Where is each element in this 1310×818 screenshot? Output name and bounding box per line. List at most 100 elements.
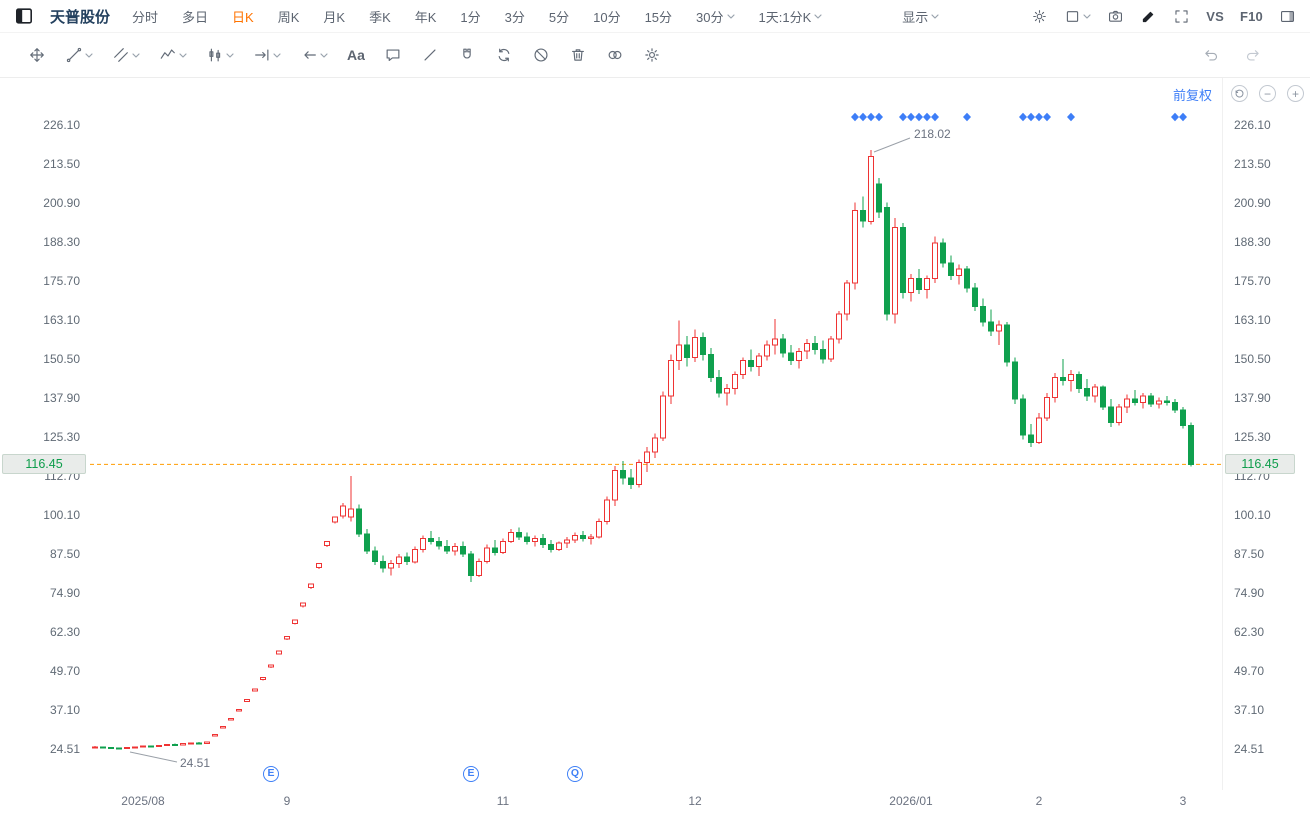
menu-item-label: 30分 bbox=[696, 9, 724, 25]
menu-item-15分[interactable]: 15分 bbox=[645, 7, 672, 26]
y-axis-tick: 213.50 bbox=[43, 157, 80, 171]
menu-item-年K[interactable]: 年K bbox=[415, 7, 437, 26]
y-axis-tick: 137.90 bbox=[1234, 391, 1271, 405]
reset-zoom-button[interactable] bbox=[1231, 85, 1248, 102]
event-marker-badge[interactable]: Q bbox=[567, 766, 583, 782]
pattern-tool-button[interactable] bbox=[206, 46, 234, 64]
channel-tool-button[interactable] bbox=[112, 46, 140, 64]
panel-right-button[interactable] bbox=[1279, 8, 1296, 25]
x-axis-tick: 2 bbox=[1035, 794, 1043, 808]
layout-button[interactable] bbox=[1064, 8, 1091, 25]
f10-button[interactable]: F10 bbox=[1239, 8, 1263, 24]
redo-button[interactable] bbox=[1244, 46, 1262, 64]
y-axis-tick: 87.50 bbox=[49, 547, 80, 561]
menu-item-30分[interactable]: 30分 bbox=[696, 7, 735, 26]
chevron-down-icon bbox=[726, 13, 735, 19]
menu-item-分时[interactable]: 分时 bbox=[132, 7, 158, 26]
menu-item-3分[interactable]: 3分 bbox=[505, 7, 525, 26]
magnet-tool-button[interactable] bbox=[458, 46, 476, 64]
redo-icon bbox=[1247, 50, 1259, 61]
measure-tool-button[interactable] bbox=[253, 46, 281, 64]
y-axis-tick: 74.90 bbox=[49, 586, 80, 600]
menu-item-多日[interactable]: 多日 bbox=[182, 7, 208, 26]
trendline-tool-button[interactable] bbox=[65, 46, 93, 64]
y-axis-tick: 163.10 bbox=[1234, 313, 1271, 327]
menu-item-label: 周K bbox=[277, 9, 300, 25]
y-axis-tick: 62.30 bbox=[1234, 625, 1265, 639]
menu-item-1分[interactable]: 1分 bbox=[460, 7, 480, 26]
zoom-out-button[interactable]: − bbox=[1259, 85, 1276, 102]
fullscreen-button[interactable] bbox=[1173, 8, 1190, 25]
right-price-axis[interactable] bbox=[1222, 78, 1310, 790]
undo-button[interactable] bbox=[1202, 46, 1220, 64]
candlestick-plot[interactable] bbox=[90, 78, 1222, 790]
history-buttons bbox=[1202, 46, 1282, 64]
y-axis-tick: 37.10 bbox=[1234, 703, 1265, 717]
menu-item-5分[interactable]: 5分 bbox=[549, 7, 569, 26]
wave-tool-button[interactable] bbox=[159, 46, 187, 64]
drawing-tools: Aa bbox=[28, 46, 661, 64]
event-marker-badge[interactable]: E bbox=[463, 766, 479, 782]
trash-tool-button[interactable] bbox=[569, 46, 587, 64]
menu-item-周K[interactable]: 周K bbox=[278, 7, 300, 26]
x-axis-tick: 9 bbox=[283, 794, 291, 808]
y-axis-tick: 188.30 bbox=[43, 235, 80, 249]
x-axis-tick: 2026/01 bbox=[889, 794, 933, 808]
menu-item-label: 3分 bbox=[504, 9, 525, 25]
reset-zoom-icon bbox=[1235, 89, 1244, 98]
y-axis-tick: 100.10 bbox=[1234, 508, 1271, 522]
slash-tool-button[interactable] bbox=[421, 46, 439, 64]
low-price-annotation: 24.51 bbox=[180, 756, 211, 770]
hide-icon bbox=[534, 48, 548, 62]
trendline-icon bbox=[66, 47, 82, 63]
text-tool-button[interactable]: Aa bbox=[347, 47, 365, 63]
menu-item-10分[interactable]: 10分 bbox=[593, 7, 620, 26]
y-axis-tick: 49.70 bbox=[1234, 664, 1265, 678]
y-axis-tick: 200.90 bbox=[43, 196, 80, 210]
move-tool-button[interactable] bbox=[28, 46, 46, 64]
camera-button[interactable] bbox=[1107, 8, 1124, 25]
y-axis-tick: 163.10 bbox=[43, 313, 80, 327]
menu-item-日K[interactable]: 日K bbox=[232, 7, 254, 26]
settings-tool-button[interactable] bbox=[643, 46, 661, 64]
pencil-button[interactable] bbox=[1140, 8, 1157, 25]
vs-button[interactable]: VS bbox=[1206, 8, 1224, 24]
hide-tool-button[interactable] bbox=[532, 46, 550, 64]
chevron-down-icon bbox=[132, 52, 140, 58]
measure-icon bbox=[255, 49, 269, 61]
x-axis-tick: 2025/08 bbox=[121, 794, 165, 808]
y-axis-tick: 62.30 bbox=[49, 625, 80, 639]
zoom-controls: − + bbox=[1231, 85, 1304, 102]
y-axis-tick: 125.30 bbox=[43, 430, 80, 444]
menu-item-月K[interactable]: 月K bbox=[323, 7, 345, 26]
y-axis-tick: 49.70 bbox=[49, 664, 80, 678]
gear-button[interactable] bbox=[1031, 8, 1048, 25]
menu-item-1天:1分K[interactable]: 1天:1分K bbox=[759, 7, 823, 26]
zoom-in-button[interactable]: + bbox=[1287, 85, 1304, 102]
top-toolbar: 天普股份 分时 多日 日K 周K 月K 季K 年K 1分 3分 5分 10分 15分 30分 1天:1分K… bbox=[0, 0, 1310, 33]
window-layout-button[interactable] bbox=[14, 6, 34, 26]
y-axis-tick: 200.90 bbox=[1234, 196, 1271, 210]
comment-tool-button[interactable] bbox=[384, 46, 402, 64]
menu-item-label: 月K bbox=[323, 9, 346, 25]
y-axis-tick: 24.51 bbox=[49, 742, 80, 756]
arrow-left-icon bbox=[304, 51, 316, 59]
y-axis-tick: 226.10 bbox=[1234, 118, 1271, 132]
y-axis-tick: 125.30 bbox=[1234, 430, 1271, 444]
compare-tool-button[interactable] bbox=[606, 46, 624, 64]
y-axis-tick: 188.30 bbox=[1234, 235, 1271, 249]
event-marker-badge[interactable]: E bbox=[263, 766, 279, 782]
window-icon bbox=[15, 8, 32, 24]
menu-item-显示[interactable]: 显示 bbox=[902, 7, 939, 26]
arrow-left-tool-button[interactable] bbox=[300, 46, 328, 64]
menu-item-季K[interactable]: 季K bbox=[369, 7, 391, 26]
adjust-type-label[interactable]: 前复权 bbox=[1172, 88, 1212, 103]
stock-name[interactable]: 天普股份 bbox=[50, 8, 111, 26]
trash-icon bbox=[571, 49, 584, 61]
comment-icon bbox=[386, 49, 400, 61]
y-axis-tick: 150.50 bbox=[43, 352, 80, 366]
sync-tool-button[interactable] bbox=[495, 46, 513, 64]
y-axis-tick: 87.50 bbox=[1234, 547, 1265, 561]
move-icon bbox=[30, 48, 44, 62]
